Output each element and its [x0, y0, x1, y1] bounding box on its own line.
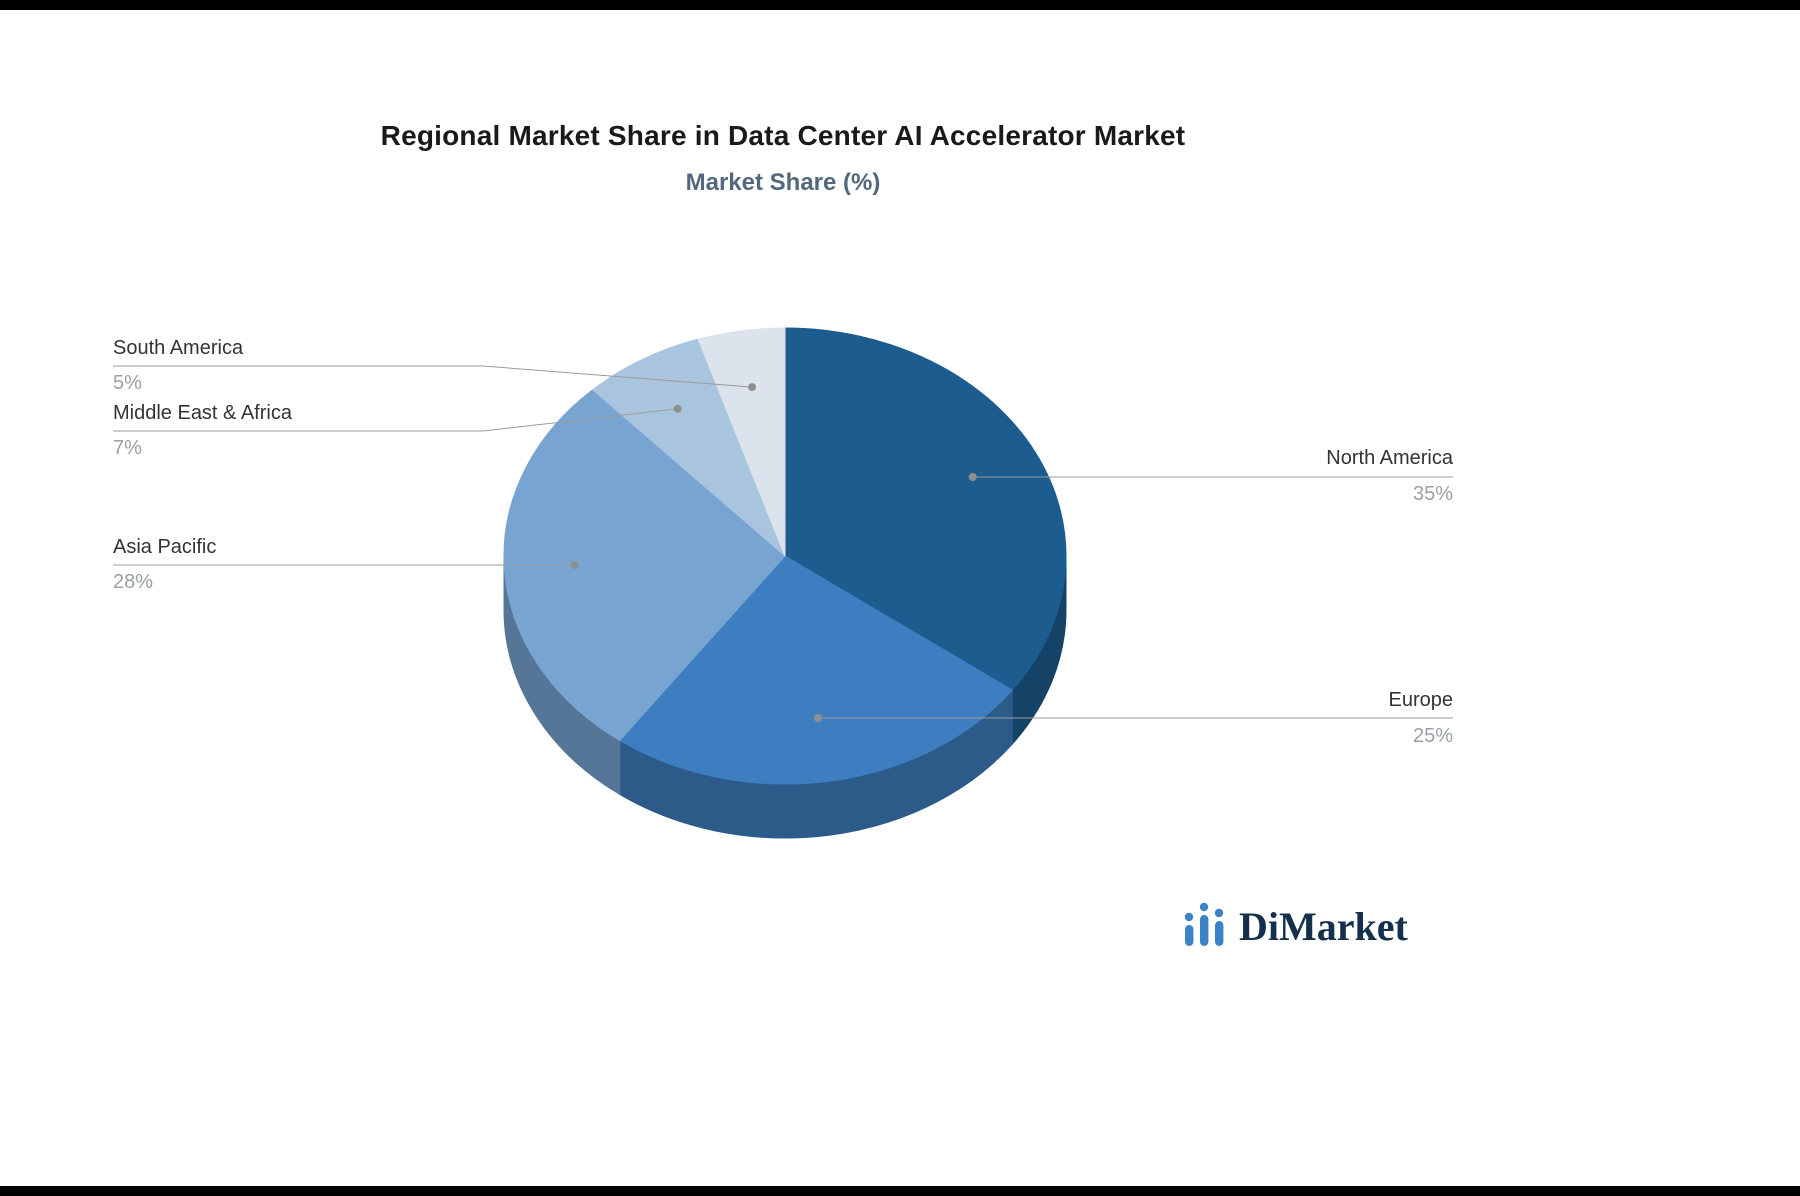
label-north-america: North America — [1326, 447, 1453, 469]
pie-slice — [591, 338, 786, 557]
bar-chart-icon — [1184, 902, 1224, 946]
label-middle-east-africa: Middle East & Africa — [113, 402, 292, 424]
bottom-frame-bar — [0, 1186, 1800, 1196]
pie-slice — [503, 389, 786, 742]
value-north-america: 35% — [1412, 483, 1453, 505]
value-asia-pacific: 28% — [113, 571, 154, 593]
value-south-america: 5% — [113, 372, 142, 394]
leader-line — [113, 408, 678, 432]
chart-subtitle: Market Share (%) — [685, 169, 881, 196]
top-frame-bar — [0, 0, 1800, 10]
leader-dot — [570, 561, 579, 569]
label-asia-pacific: Asia Pacific — [113, 536, 217, 558]
leader-dot — [673, 404, 682, 413]
logo-text: DiMarket — [1239, 903, 1408, 949]
label-europe: Europe — [1388, 689, 1454, 711]
leader-line — [113, 365, 753, 388]
pie-slice — [619, 555, 1014, 785]
leader-dot — [813, 714, 822, 722]
dimarket-logo: DiMarket — [1183, 900, 1408, 952]
value-europe: 25% — [1412, 725, 1453, 747]
chart-title: Regional Market Share in Data Center AI … — [380, 120, 1186, 151]
leader-dot — [968, 473, 977, 481]
value-middle-east-africa: 7% — [113, 437, 142, 459]
pie-slice — [784, 327, 1067, 691]
label-south-america: South America — [113, 337, 244, 359]
leader-dot — [748, 383, 757, 392]
